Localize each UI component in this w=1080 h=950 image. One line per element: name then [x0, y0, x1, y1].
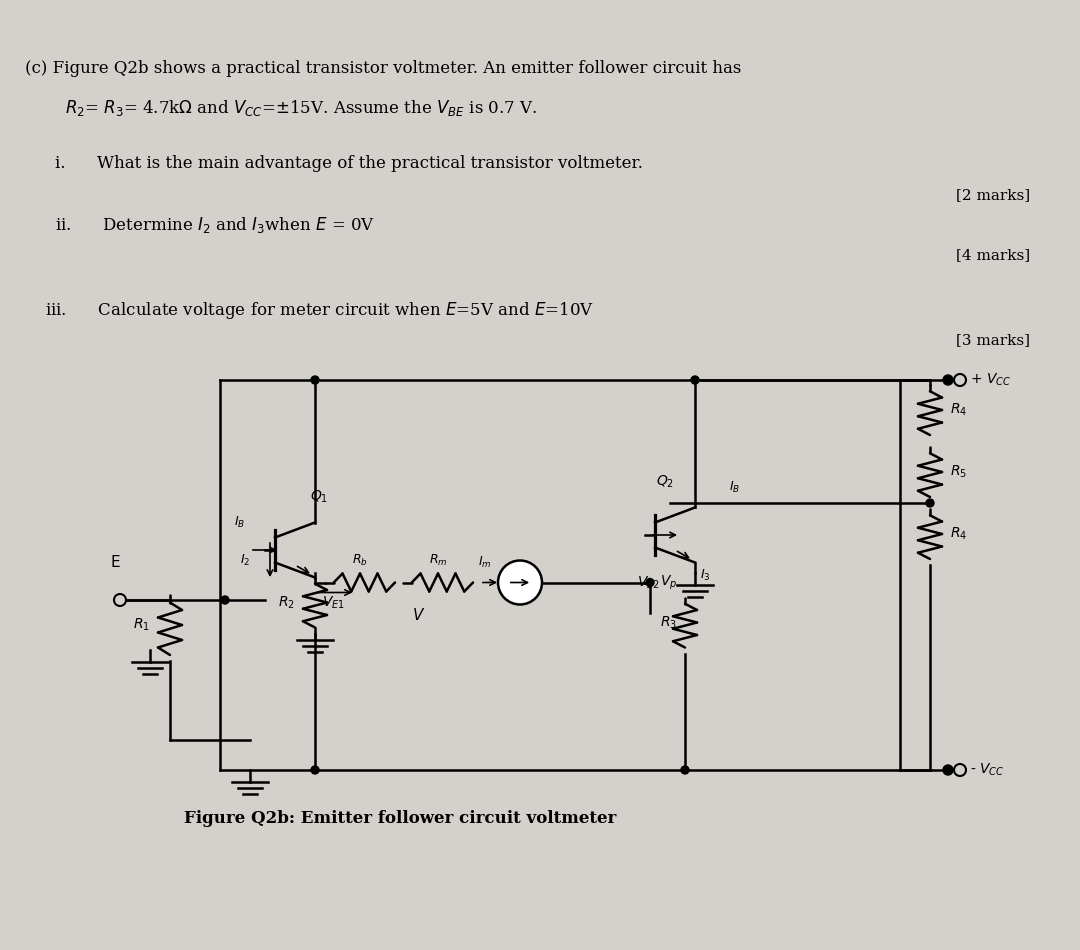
Text: Figure Q2b: Emitter follower circuit voltmeter: Figure Q2b: Emitter follower circuit vol…	[184, 810, 617, 827]
Circle shape	[114, 594, 126, 606]
Text: $Q_2$: $Q_2$	[656, 474, 674, 490]
Circle shape	[954, 764, 966, 776]
Circle shape	[221, 596, 229, 604]
Text: $I_B$: $I_B$	[729, 480, 741, 495]
Text: $R_4$: $R_4$	[950, 402, 968, 418]
Circle shape	[691, 376, 699, 384]
Text: $V_{E1}$: $V_{E1}$	[322, 595, 345, 611]
Text: $I_3$: $I_3$	[700, 567, 711, 582]
Text: $V_{E2}$: $V_{E2}$	[637, 575, 660, 591]
Text: $I_2$: $I_2$	[240, 553, 249, 567]
Text: (c) Figure Q2b shows a practical transistor voltmeter. An emitter follower circu: (c) Figure Q2b shows a practical transis…	[25, 60, 741, 77]
Circle shape	[498, 560, 542, 604]
Text: [4 marks]: [4 marks]	[956, 248, 1030, 262]
Text: [3 marks]: [3 marks]	[956, 333, 1030, 347]
Text: $R_5$: $R_5$	[950, 464, 967, 480]
Text: $R_3$: $R_3$	[660, 615, 677, 631]
Text: ii.      Determine $I_2$ and $I_3$when $E$ = 0V: ii. Determine $I_2$ and $I_3$when $E$ = …	[55, 215, 375, 235]
Circle shape	[681, 766, 689, 774]
Text: V: V	[413, 607, 422, 622]
Circle shape	[926, 499, 934, 507]
Circle shape	[943, 375, 953, 385]
Text: $R_1$: $R_1$	[133, 617, 150, 634]
Circle shape	[311, 376, 319, 384]
Text: $I_m$: $I_m$	[478, 556, 491, 571]
Text: $R_2$: $R_2$	[279, 595, 295, 611]
Circle shape	[954, 374, 966, 386]
Text: $I_B$: $I_B$	[234, 515, 245, 530]
Circle shape	[311, 766, 319, 774]
Text: $R_4$: $R_4$	[950, 525, 968, 542]
Text: + $V_{CC}$: + $V_{CC}$	[970, 371, 1011, 389]
Text: $Q_1$: $Q_1$	[310, 488, 328, 505]
Text: $R_2$= $R_3$= 4.7k$\Omega$ and $V_{CC}$=$\pm$15V. Assume the $V_{BE}$ is 0.7 V.: $R_2$= $R_3$= 4.7k$\Omega$ and $V_{CC}$=…	[65, 98, 538, 118]
Text: [2 marks]: [2 marks]	[956, 188, 1030, 202]
Text: i.      What is the main advantage of the practical transistor voltmeter.: i. What is the main advantage of the pra…	[55, 155, 643, 172]
Text: $V_p$: $V_p$	[660, 574, 677, 592]
Text: E: E	[110, 555, 120, 570]
Text: iii.      Calculate voltage for meter circuit when $E$=5V and $E$=10V: iii. Calculate voltage for meter circuit…	[45, 300, 594, 321]
Text: $R_b$: $R_b$	[352, 552, 368, 567]
Text: $R_m$: $R_m$	[429, 552, 447, 567]
Text: - $V_{CC}$: - $V_{CC}$	[970, 762, 1004, 778]
Circle shape	[646, 579, 654, 586]
Circle shape	[943, 765, 953, 775]
